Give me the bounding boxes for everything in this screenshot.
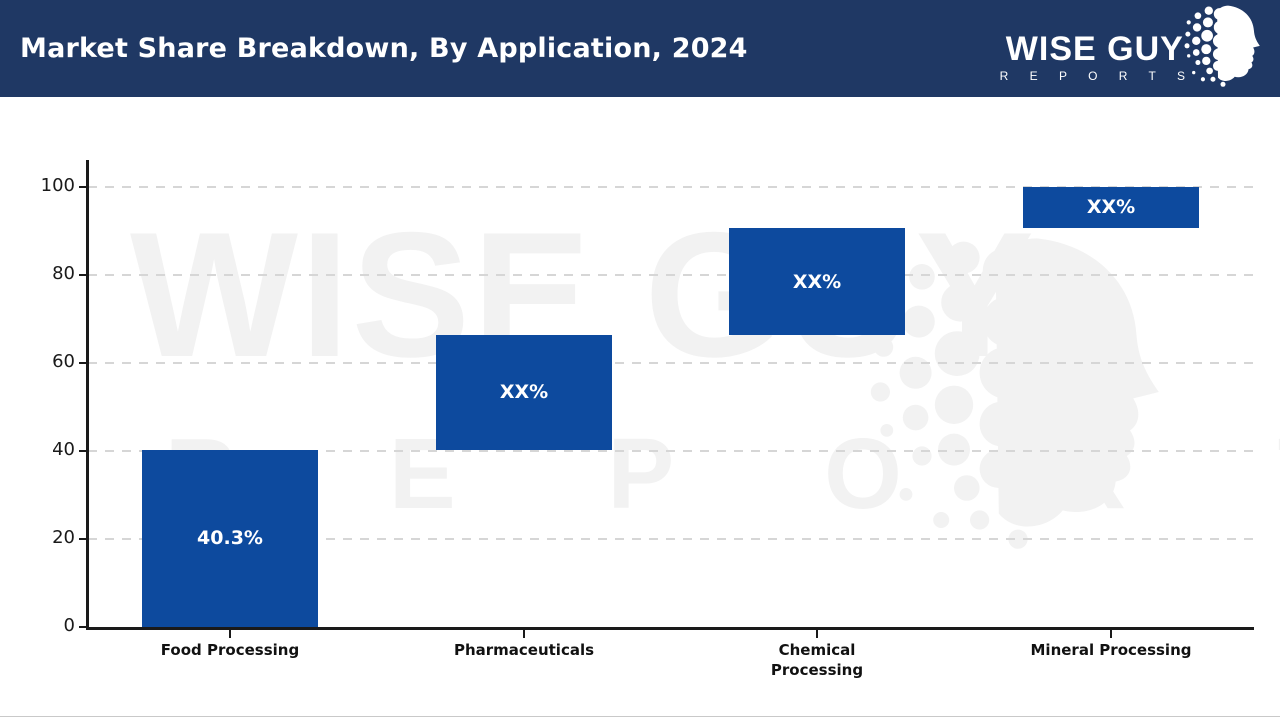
bottom-divider xyxy=(0,716,1280,717)
x-tick-3 xyxy=(1110,630,1112,638)
y-tick-0 xyxy=(79,626,87,628)
y-tick-100 xyxy=(79,186,87,188)
x-tick-0 xyxy=(229,630,231,638)
bar-pharmaceuticals: XX% xyxy=(436,335,612,450)
chart-title: Market Share Breakdown, By Application, … xyxy=(20,33,748,64)
gridline-100 xyxy=(88,186,1254,188)
x-category-label: Food Processing xyxy=(160,641,300,659)
gridline-80 xyxy=(88,274,1254,276)
header-bar: Market Share Breakdown, By Application, … xyxy=(0,0,1280,97)
bar-chemical-processing: XX% xyxy=(729,227,905,336)
y-tick-80 xyxy=(79,274,87,276)
y-tick-label-60: 60 xyxy=(52,351,75,372)
y-tick-label-100: 100 xyxy=(40,175,75,196)
y-tick-20 xyxy=(79,538,87,540)
y-axis-line xyxy=(86,160,89,629)
bar-value-label: XX% xyxy=(1086,196,1136,219)
x-category-label: Mineral Processing xyxy=(1030,641,1192,659)
y-tick-40 xyxy=(79,450,87,452)
x-tick-1 xyxy=(523,630,525,638)
gridline-40 xyxy=(88,450,1254,452)
brand-logo: WISE GUY R E P O R T S xyxy=(996,4,1266,96)
brand-name: WISE GUY xyxy=(1005,29,1184,68)
x-category-label: Chemical Processing xyxy=(770,641,864,679)
brand-subtitle: R E P O R T S xyxy=(999,68,1194,83)
bar-value-label: 40.3% xyxy=(197,527,263,550)
x-axis-line xyxy=(86,627,1254,630)
y-tick-label-40: 40 xyxy=(52,439,75,460)
bar-value-label: XX% xyxy=(792,270,842,293)
gridline-20 xyxy=(88,538,1254,540)
y-tick-label-0: 0 xyxy=(63,615,75,636)
bar-mineral-processing: XX% xyxy=(1023,187,1199,228)
x-category-label: Pharmaceuticals xyxy=(453,641,595,659)
brand-wordmark: WISE GUY R E P O R T S xyxy=(996,32,1194,83)
bar-food-processing: 40.3% xyxy=(142,449,318,627)
gridline-60 xyxy=(88,362,1254,364)
y-tick-label-20: 20 xyxy=(52,527,75,548)
y-tick-60 xyxy=(79,362,87,364)
x-tick-2 xyxy=(816,630,818,638)
y-tick-label-80: 80 xyxy=(52,263,75,284)
bar-value-label: XX% xyxy=(499,381,549,404)
